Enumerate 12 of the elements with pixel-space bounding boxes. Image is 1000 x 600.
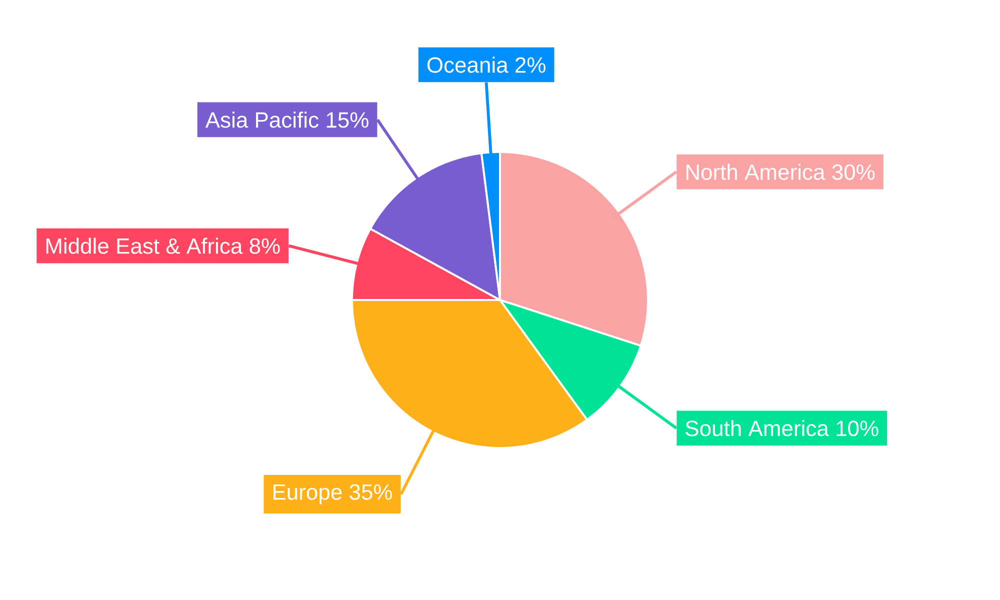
data-label: 2% [516,57,546,73]
slice-label: North America [686,164,826,180]
data-label: 35% [350,484,392,500]
data-label: 15% [326,112,368,128]
data-label: 30% [832,164,875,180]
slice-label: Oceania [427,56,508,73]
slice-label: South America [686,420,829,436]
data-label: 8% [250,238,280,254]
data-label: 10% [836,420,878,436]
slice-label: Europe [273,484,342,504]
slice-label: Middle East & Africa [46,238,243,254]
slice-label: Asia Pacific [205,112,318,128]
